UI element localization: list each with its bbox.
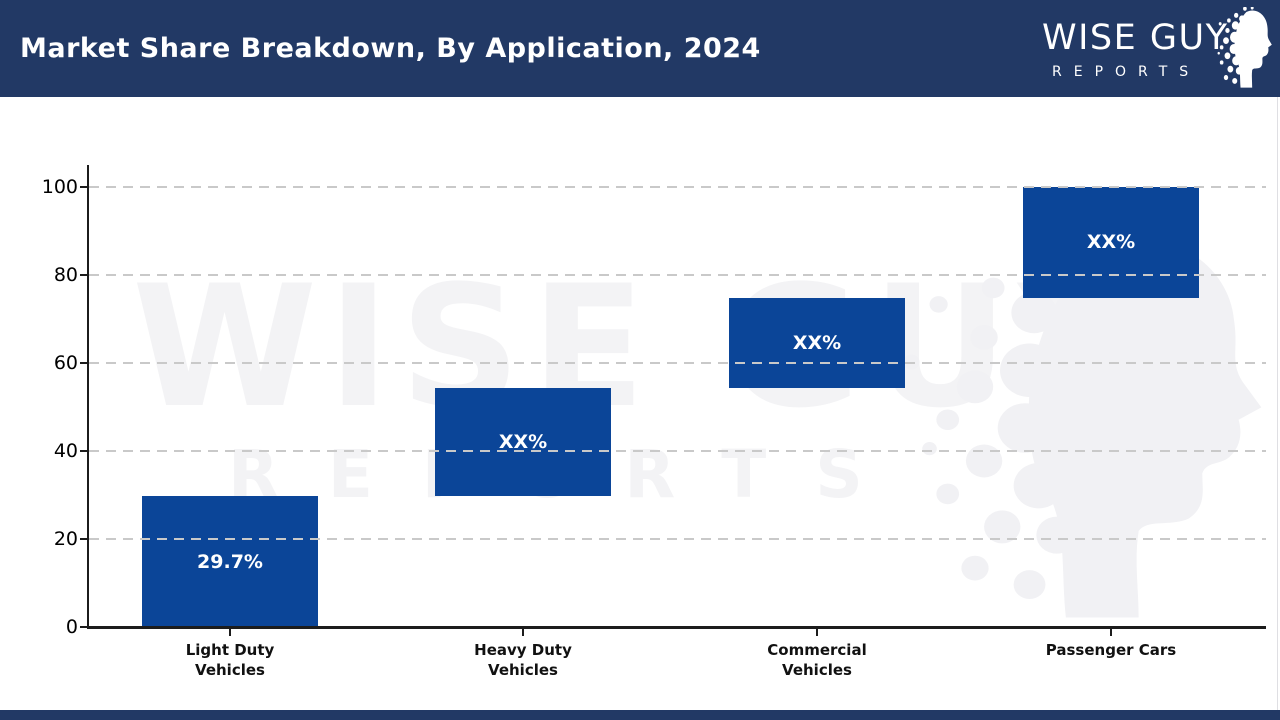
x-category-label-0: Light Duty Vehicles: [185, 641, 275, 679]
y-tick-mark-20: [80, 538, 88, 540]
y-tick-label-40: 40: [53, 440, 78, 462]
x-category-label-3: Passenger Cars: [1045, 641, 1177, 659]
y-tick-mark-80: [80, 274, 88, 276]
gridline-40: [89, 450, 1266, 452]
y-tick-label-0: 0: [65, 616, 78, 638]
y-tick-label-80: 80: [53, 264, 78, 286]
gridline-20: [89, 538, 1266, 540]
bar-0: 29.7%: [142, 496, 318, 627]
bar-1: XX%: [435, 388, 611, 497]
x-tick-mark-1: [522, 629, 524, 636]
x-category-label-2: Commercial Vehicles: [767, 641, 867, 679]
footer-bar: [0, 710, 1280, 720]
gridline-80: [89, 274, 1266, 276]
gridline-60: [89, 362, 1266, 364]
brand-name: WISE GUY: [1042, 18, 1229, 58]
x-tick-mark-3: [1110, 629, 1112, 636]
y-tick-label-20: 20: [53, 528, 78, 550]
y-tick-label-60: 60: [53, 352, 78, 374]
bar-2: XX%: [729, 297, 905, 389]
brand-logo: WISE GUY REPORTS: [1018, 6, 1274, 92]
y-axis-line: [87, 165, 89, 628]
x-tick-mark-0: [229, 629, 231, 636]
plot-right-border: [1277, 97, 1278, 711]
x-axis-line: [87, 626, 1266, 629]
y-tick-mark-60: [80, 362, 88, 364]
x-category-label-1: Heavy Duty Vehicles: [474, 641, 572, 679]
x-tick-mark-2: [816, 629, 818, 636]
bar-value-label-0: 29.7%: [197, 550, 263, 573]
bar-value-label-2: XX%: [792, 331, 842, 354]
bar-value-label-1: XX%: [498, 431, 548, 454]
y-tick-label-100: 100: [41, 176, 78, 198]
bar-3: XX%: [1023, 187, 1199, 298]
bar-value-label-3: XX%: [1086, 231, 1136, 254]
y-tick-mark-100: [80, 186, 88, 188]
gridline-100: [89, 186, 1266, 188]
brand-face-icon: [1194, 7, 1274, 91]
header: Market Share Breakdown, By Application, …: [0, 0, 1280, 97]
brand-subtitle: REPORTS: [1052, 64, 1201, 80]
y-tick-mark-0: [80, 626, 88, 628]
chart-title: Market Share Breakdown, By Application, …: [20, 33, 761, 64]
y-tick-mark-40: [80, 450, 88, 452]
